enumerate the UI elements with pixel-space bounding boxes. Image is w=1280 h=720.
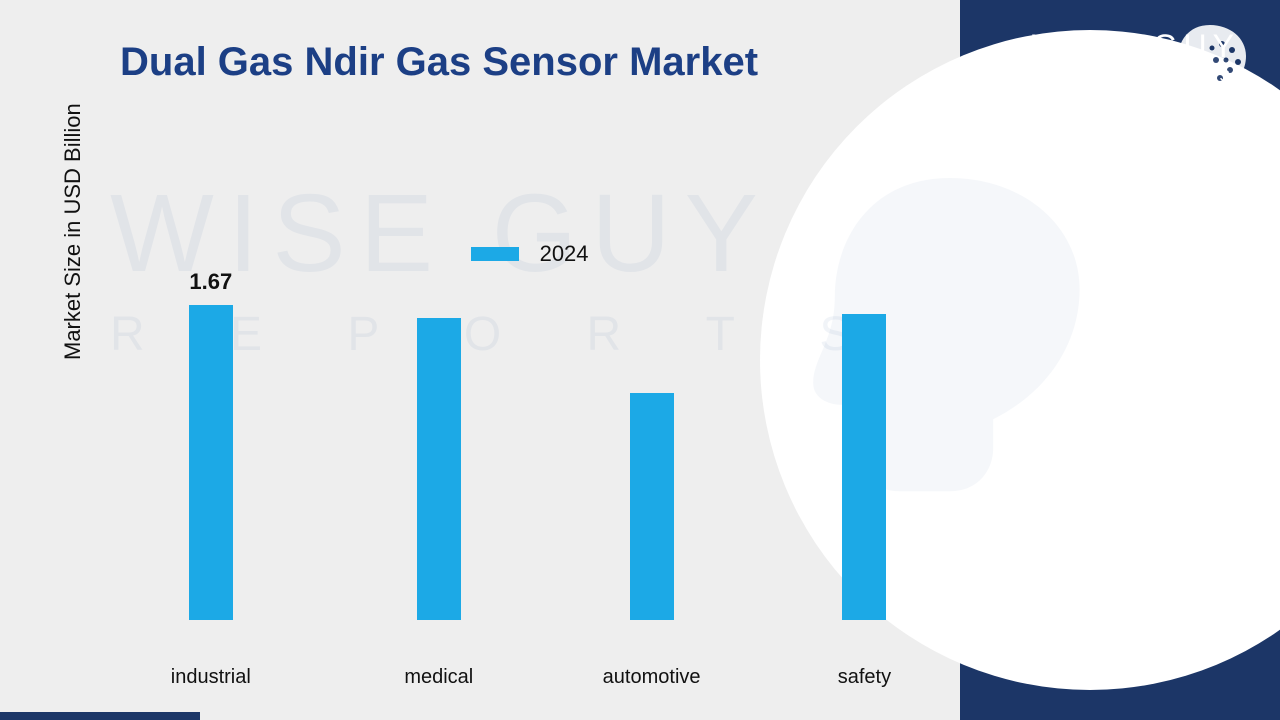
legend-swatch bbox=[471, 247, 519, 261]
chart-canvas: WISE GUY R E P O R T S WISE GUY R E P O … bbox=[0, 0, 1280, 720]
bar-industrial bbox=[189, 305, 233, 620]
brand-top: WISE GUY bbox=[1007, 30, 1240, 62]
bar-automotive bbox=[630, 393, 674, 620]
x-label-safety: safety bbox=[838, 666, 891, 689]
chart-title: Dual Gas Ndir Gas Sensor Market bbox=[120, 40, 758, 85]
chart-area: 1.67 industrialmedicalautomotivesafety bbox=[150, 280, 910, 660]
bar-medical bbox=[417, 318, 461, 620]
brand-logo: WISE GUY R E P O R T S bbox=[1007, 30, 1240, 86]
x-label-industrial: industrial bbox=[171, 666, 251, 689]
y-axis-label: Market Size in USD Billion bbox=[60, 103, 86, 360]
brand-sub: R E P O R T S bbox=[1007, 68, 1240, 86]
value-label: 1.67 bbox=[189, 269, 232, 295]
x-label-automotive: automotive bbox=[603, 666, 701, 689]
legend: 2024 bbox=[150, 240, 910, 267]
x-axis-labels: industrial medical automotive safety bbox=[150, 666, 910, 696]
plot: 1.67 bbox=[150, 280, 910, 620]
x-label-medical: medical bbox=[404, 666, 473, 689]
legend-label: 2024 bbox=[540, 241, 589, 266]
bottom-accent-bar bbox=[0, 712, 200, 720]
bar-safety bbox=[842, 314, 886, 620]
